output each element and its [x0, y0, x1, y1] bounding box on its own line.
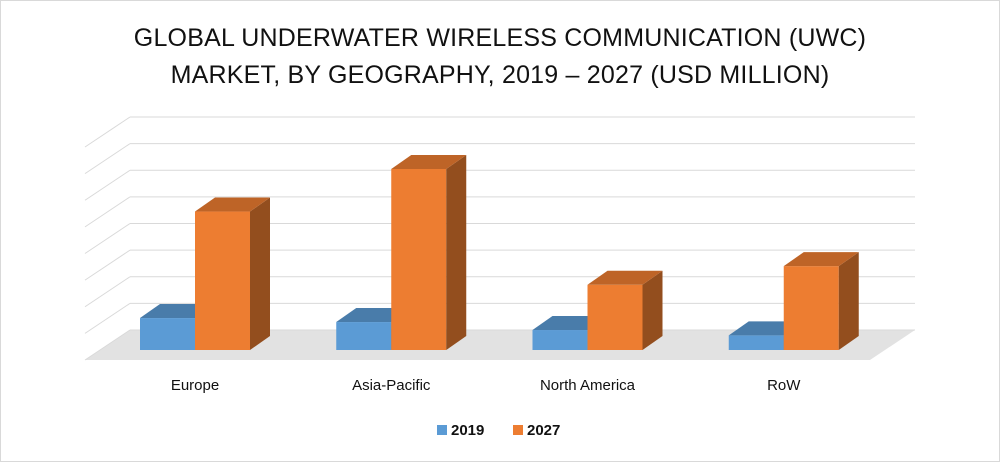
category-label: Asia-Pacific: [352, 377, 431, 394]
legend: 2019 2027: [437, 422, 560, 439]
legend-swatch: [513, 425, 523, 435]
bar-side: [250, 197, 270, 350]
chart-title-line-2: MARKET, BY GEOGRAPHY, 2019 – 2027 (USD M…: [170, 61, 830, 89]
bar-top: [783, 252, 859, 267]
bar-front: [336, 322, 392, 350]
gridline-side: [84, 169, 131, 201]
bar-2027-asia-pacific: [391, 154, 467, 350]
bar-2027-north-america: [587, 270, 663, 350]
chart-floor-plane: [85, 330, 915, 360]
bar-top: [587, 270, 663, 285]
gridline-side: [84, 143, 131, 175]
bar-front: [195, 211, 250, 350]
chart-title: GLOBAL UNDERWATER WIRELESS COMMUNICATION…: [0, 20, 1000, 94]
gridline-side: [84, 329, 131, 361]
bar-2027-row: [783, 252, 859, 350]
bar-side: [838, 252, 859, 350]
bar-side: [446, 154, 467, 350]
gridline-side: [84, 276, 131, 308]
category-labels: Europe Asia-Pacific North America RoW: [171, 377, 801, 394]
legend-item-2027: 2027: [513, 422, 560, 439]
legend-label: 2019: [451, 422, 484, 439]
gridline-side: [84, 196, 131, 228]
bar-top: [195, 197, 270, 212]
legend-label: 2027: [527, 422, 560, 439]
legend-swatch: [437, 425, 447, 435]
bar-top: [391, 154, 467, 169]
gridline-side: [84, 223, 131, 254]
category-label: Europe: [171, 377, 219, 394]
bar-front: [587, 284, 643, 350]
floor-group: [85, 330, 915, 360]
category-label: North America: [540, 377, 636, 394]
gridline-side: [84, 302, 131, 334]
gridline-side: [84, 249, 131, 281]
category-label: RoW: [767, 377, 801, 394]
bar-front: [391, 168, 447, 350]
chart-title-line-1: GLOBAL UNDERWATER WIRELESS COMMUNICATION…: [133, 24, 867, 52]
bar-front: [728, 335, 784, 350]
bar-front: [532, 330, 588, 350]
bar-front: [783, 266, 839, 350]
legend-item-2019: 2019: [437, 422, 484, 439]
bar-front: [140, 318, 195, 350]
gridline-side: [84, 116, 131, 148]
chart-floor: [85, 330, 915, 360]
bar-side: [642, 270, 663, 350]
bars: [140, 154, 859, 350]
bar-2027-europe: [195, 197, 270, 350]
